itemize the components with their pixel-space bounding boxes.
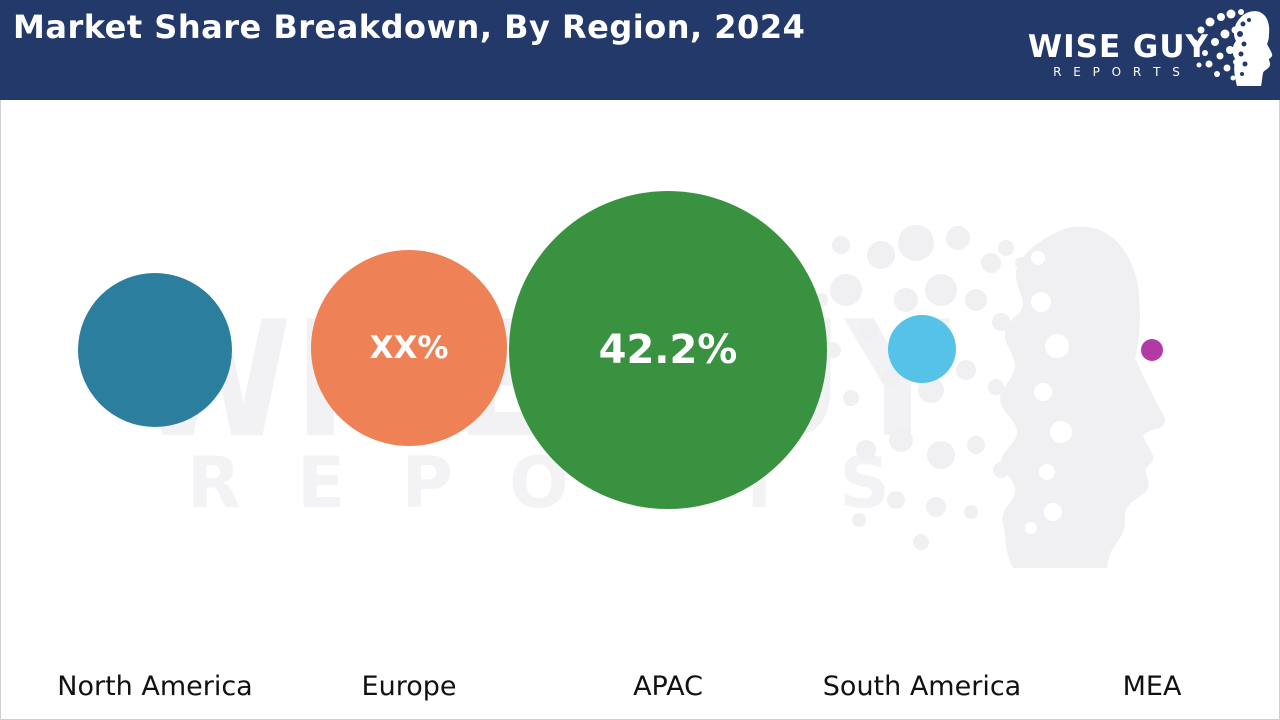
category-label-north-america: North America <box>57 671 253 702</box>
bubble-europe: XX% <box>311 250 507 446</box>
bubble-north-america <box>78 273 232 427</box>
category-label-south-america: South America <box>822 671 1022 702</box>
bubble-apac: 42.2% <box>509 191 827 509</box>
brand-logo: WISE GUY R E P O R T S <box>1028 8 1274 88</box>
bubble-mea <box>1141 339 1163 361</box>
bubble-value-label-apac: 42.2% <box>598 327 738 373</box>
category-label-apac: APAC <box>633 671 703 702</box>
wiseguy-head-icon <box>1192 9 1273 87</box>
header-bar: Market Share Breakdown, By Region, 2024 … <box>0 0 1280 100</box>
bubble-value-label-europe: XX% <box>369 329 449 366</box>
logo-wordmark-line2: R E P O R T S <box>1053 65 1184 80</box>
chart-area: WISE GUY R E P O R T S XX%42.2% North Am… <box>0 100 1280 720</box>
logo-wordmark: WISE GUY R E P O R T S <box>1028 31 1209 80</box>
logo-wordmark-line1: WISE GUY <box>1027 28 1209 65</box>
category-label-europe: Europe <box>361 671 457 702</box>
category-label-mea: MEA <box>1122 671 1182 702</box>
watermark-head-icon <box>814 225 1166 568</box>
page-title: Market Share Breakdown, By Region, 2024 <box>13 8 806 46</box>
bubble-south-america <box>888 315 956 383</box>
